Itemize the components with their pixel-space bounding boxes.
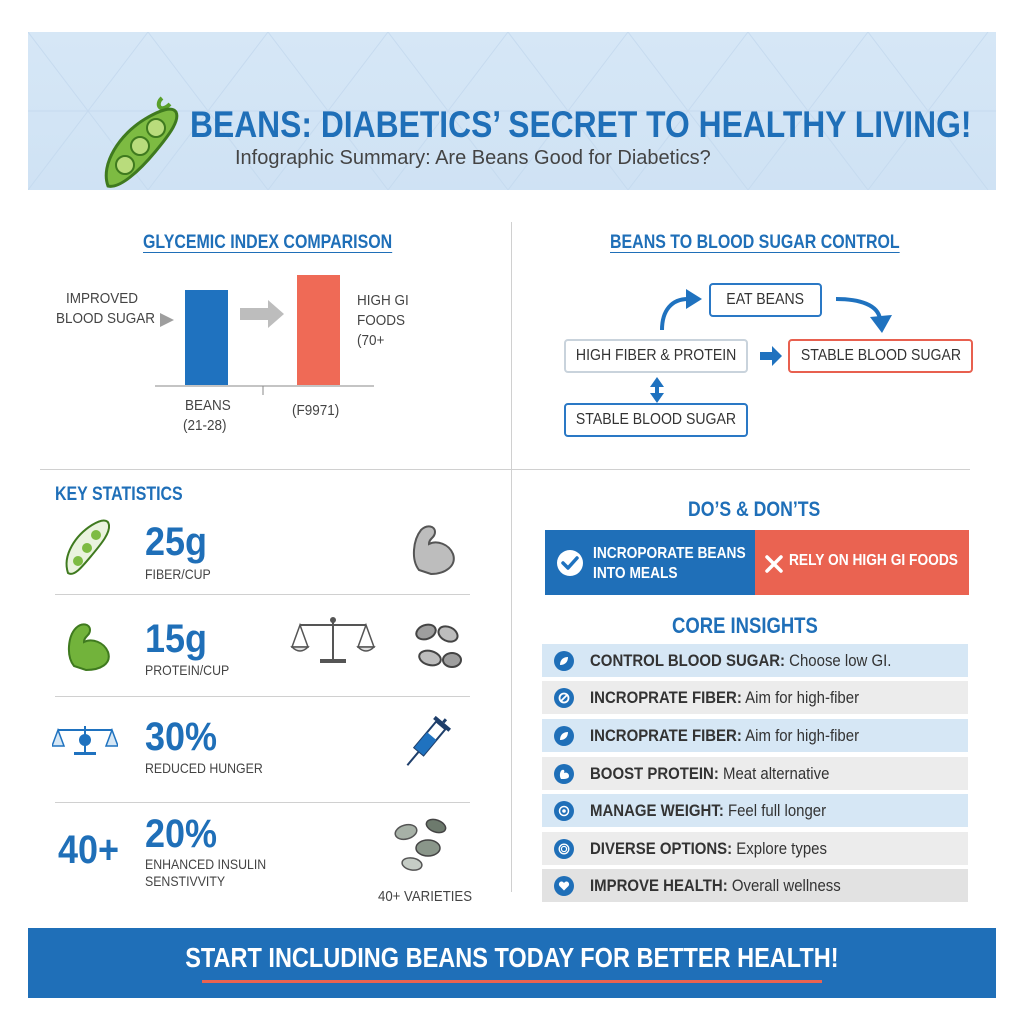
target-icon bbox=[554, 800, 574, 821]
muscle-arm-icon bbox=[68, 623, 110, 672]
stats-section-title: KEY STATISTICS bbox=[55, 484, 183, 505]
beans-bar bbox=[185, 290, 228, 385]
triangle-pattern-background bbox=[28, 32, 996, 190]
stat-protein-label: PROTEIN/CUP bbox=[145, 662, 230, 678]
gi-right-label-line2: FOODS bbox=[357, 312, 406, 329]
stat-insulin-label-line1: ENHANCED INSULIN bbox=[145, 856, 267, 872]
footer-banner: START INCLUDING BEANS TODAY FOR BETTER H… bbox=[28, 928, 996, 998]
beans-icon bbox=[415, 623, 462, 668]
beans-icon bbox=[394, 818, 447, 871]
stats-row-divider bbox=[55, 802, 470, 803]
high-gi-bar-label: (F9971) bbox=[292, 402, 340, 419]
dont-text: RELY ON HIGH GI FOODS bbox=[789, 552, 958, 569]
muscle-arm-icon bbox=[413, 525, 455, 576]
horizontal-divider bbox=[40, 469, 970, 470]
comparison-arrow-icon bbox=[240, 300, 284, 328]
bean-pod-icon bbox=[65, 519, 111, 575]
varieties-big-number: 40+ bbox=[58, 828, 120, 872]
insights-title: CORE INSIGHTS bbox=[672, 613, 818, 638]
insight-row: DIVERSE OPTIONS: Explore types bbox=[542, 832, 968, 865]
gi-right-label-line3: (70+ bbox=[357, 332, 385, 349]
beans-bar-range: (21-28) bbox=[183, 417, 227, 434]
header-banner: BEANS: DIABETICS’ SECRET TO HEALTHY LIVI… bbox=[28, 32, 996, 190]
high-gi-bar bbox=[297, 275, 340, 385]
no-sign-icon bbox=[554, 687, 574, 708]
gi-chart bbox=[155, 275, 374, 395]
do-panel: INCROPORATE BEANS INTO MEALS bbox=[545, 530, 755, 595]
stat-hunger-value: 30% bbox=[145, 715, 218, 759]
stable-blood-sugar-box-bottom: STABLE BLOOD SUGAR bbox=[564, 403, 748, 437]
page-subtitle: Infographic Summary: Are Beans Good for … bbox=[235, 147, 711, 169]
close-x-icon bbox=[765, 555, 783, 573]
leaf-icon bbox=[554, 650, 574, 671]
stat-fiber-label: FIBER/CUP bbox=[145, 566, 211, 582]
balance-scale-icon bbox=[52, 726, 118, 755]
insight-row: INCROPRATE FIBER: Aim for high-fiber bbox=[542, 681, 968, 714]
stat-hunger-label: REDUCED HUNGER bbox=[145, 760, 263, 776]
footer-cta-text: START INCLUDING BEANS TODAY FOR BETTER H… bbox=[185, 942, 839, 973]
gi-left-label-line1: IMPROVED bbox=[66, 290, 139, 307]
muscle-icon bbox=[554, 763, 574, 784]
insight-row: INCROPRATE FIBER: Aim for high-fiber bbox=[542, 719, 968, 752]
flow-arrows bbox=[650, 289, 892, 403]
insight-row: CONTROL BLOOD SUGAR: Choose low GI. bbox=[542, 644, 968, 677]
syringe-icon bbox=[406, 715, 452, 766]
insight-row: BOOST PROTEIN: Meat alternative bbox=[542, 757, 968, 790]
stats-row-divider bbox=[55, 696, 470, 697]
eat-beans-box: EAT BEANS bbox=[709, 283, 822, 317]
stat-insulin-value: 20% bbox=[145, 812, 218, 856]
page-title: BEANS: DIABETICS’ SECRET TO HEALTHY LIVI… bbox=[190, 104, 972, 145]
stats-row-divider bbox=[55, 594, 470, 595]
stat-protein-value: 15g bbox=[145, 617, 208, 661]
balance-scale-icon bbox=[290, 617, 376, 663]
insight-row: IMPROVE HEALTH: Overall wellness bbox=[542, 869, 968, 902]
pointer-arrow-icon bbox=[160, 313, 174, 327]
fiber-protein-box: HIGH FIBER & PROTEIN bbox=[564, 339, 748, 373]
check-circle-icon bbox=[557, 550, 583, 576]
do-text: INCROPORATE BEANS INTO MEALS bbox=[593, 545, 746, 582]
stat-fiber-value: 25g bbox=[145, 520, 208, 564]
bean-pod-icon bbox=[104, 96, 179, 188]
dos-donts-title: DO’S & DON’TS bbox=[688, 498, 821, 521]
beans-bar-label: BEANS bbox=[185, 397, 231, 414]
insight-row: MANAGE WEIGHT: Feel full longer bbox=[542, 794, 968, 827]
spiral-icon bbox=[554, 838, 574, 859]
heart-pulse-icon bbox=[554, 875, 574, 896]
vertical-divider bbox=[511, 222, 512, 892]
gi-left-label-line2: BLOOD SUGAR bbox=[56, 310, 156, 327]
gi-right-label-line1: HIGH GI bbox=[357, 292, 409, 309]
stat-insulin-label-line2: SENSTIVVITY bbox=[145, 873, 226, 889]
footer-underline bbox=[202, 980, 822, 983]
stable-blood-sugar-box-right: STABLE BLOOD SUGAR bbox=[788, 339, 973, 373]
flow-section-title: BEANS TO BLOOD SUGAR CONTROL bbox=[610, 232, 900, 253]
leaf-icon bbox=[554, 725, 574, 746]
varieties-label: 40+ VARIETIES bbox=[378, 888, 473, 905]
dont-panel: RELY ON HIGH GI FOODS bbox=[755, 530, 969, 595]
gi-section-title: GLYCEMIC INDEX COMPARISON bbox=[143, 232, 393, 253]
